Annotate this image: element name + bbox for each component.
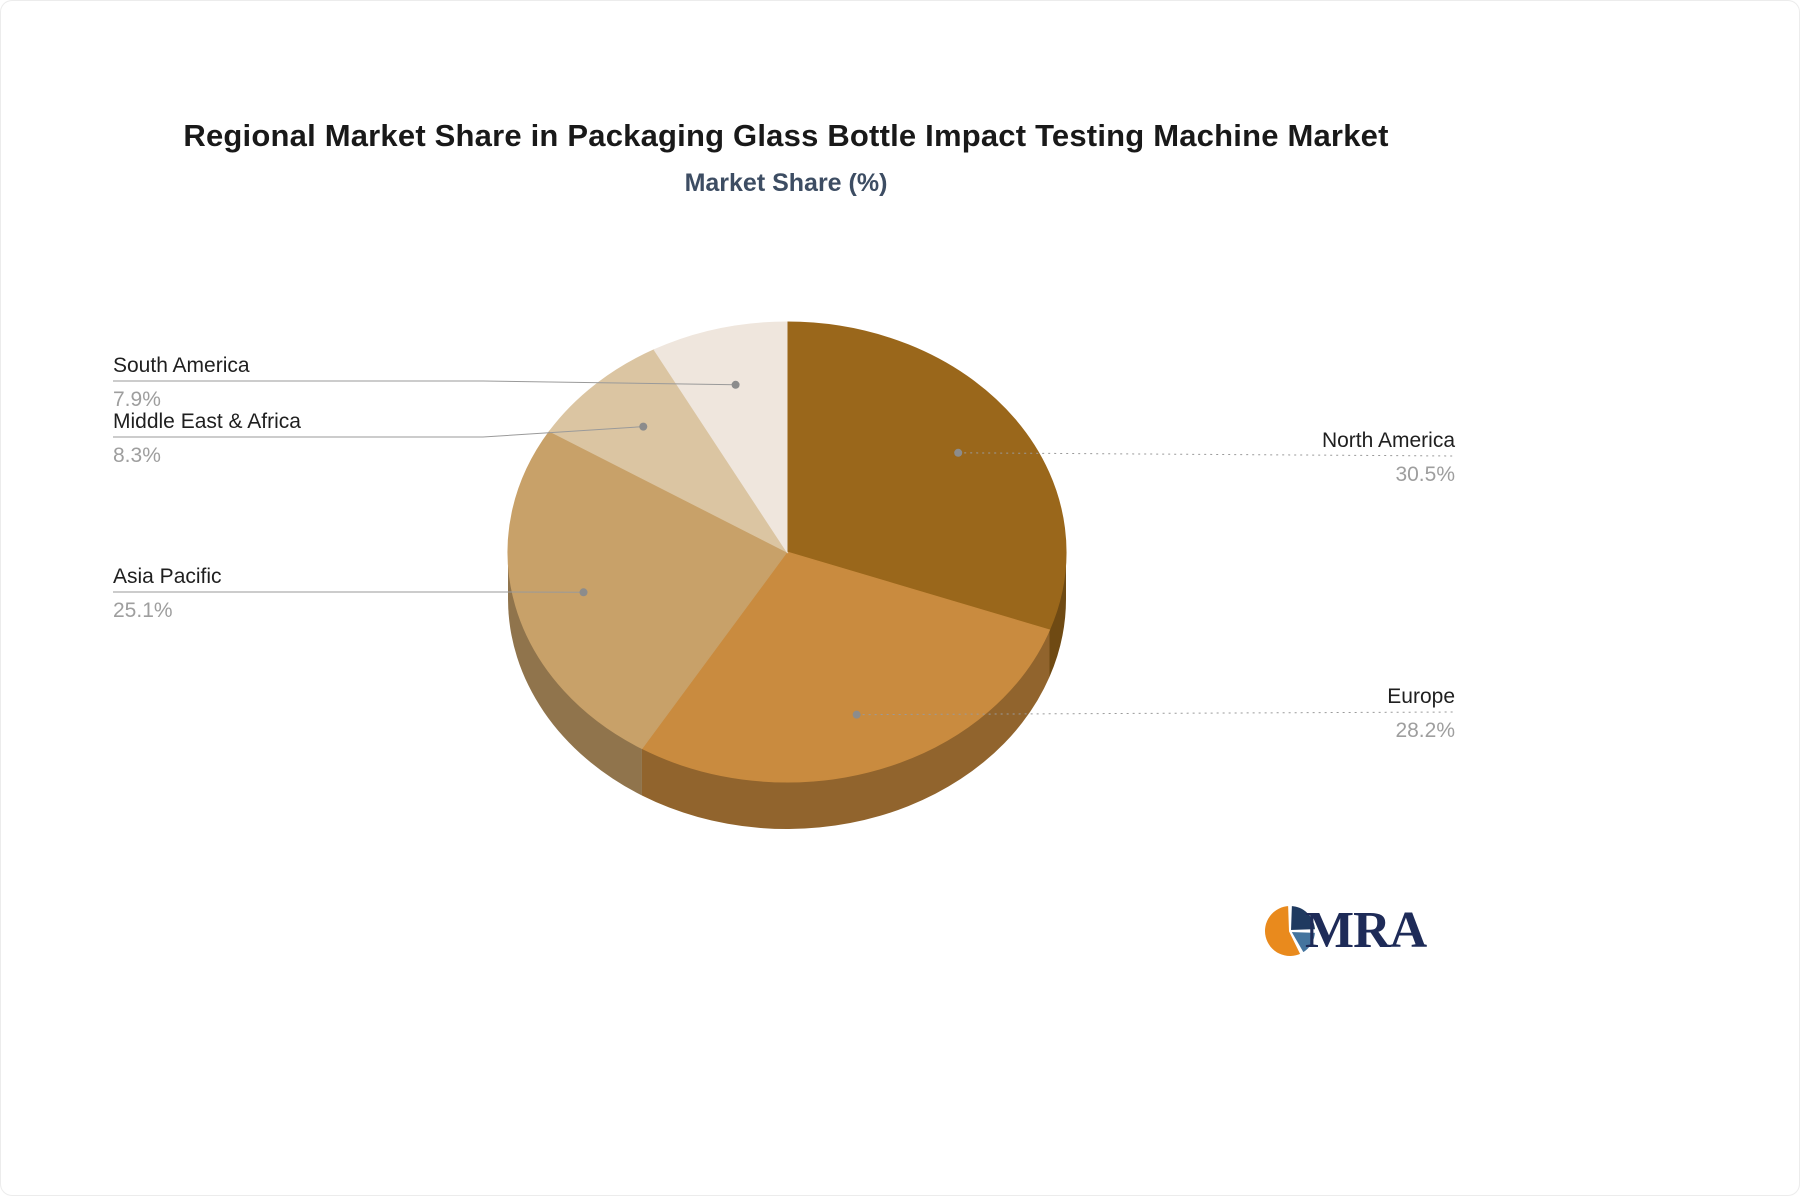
slice-label-north-america: North America 30.5% <box>1322 428 1455 488</box>
slice-name: South America <box>113 354 250 377</box>
logo-wedge-navy <box>1288 903 1318 933</box>
slice-percent: 7.9% <box>113 388 161 411</box>
label-connector-north-america <box>958 452 1456 457</box>
connector-dot-north-america <box>954 448 963 457</box>
brand-logo-text: MRA <box>1305 902 1427 959</box>
pie-slice-side-asia-pacific <box>508 552 642 796</box>
slice-name: North America <box>1321 429 1455 452</box>
slice-percent: 25.1% <box>113 599 173 622</box>
slice-percent: 30.5% <box>1395 463 1455 486</box>
connector-dot-middle-east-africa <box>639 422 648 431</box>
slice-label-asia-pacific: Asia Pacific 25.1% <box>113 564 222 624</box>
chart-subtitle: Market Share (%) <box>684 169 888 197</box>
connector-dot-south-america <box>731 380 740 389</box>
slice-percent: 8.3% <box>113 444 161 467</box>
slice-label-europe: Europe 28.2% <box>1387 684 1455 744</box>
pie-slice-side-europe <box>641 629 1050 830</box>
chart-title: Regional Market Share in Packaging Glass… <box>183 118 1389 153</box>
slice-name: Europe <box>1387 685 1455 708</box>
slice-name: Middle East & Africa <box>113 410 301 433</box>
label-connector-middle-east-africa <box>113 426 644 438</box>
label-connector-south-america <box>113 380 736 386</box>
logo-wedge-orange <box>1263 903 1303 958</box>
slice-percent: 28.2% <box>1395 719 1455 742</box>
pie-slice-north-america <box>786 321 1067 631</box>
label-connector-europe <box>856 711 1456 716</box>
brand-logo: MRA <box>1262 902 1427 959</box>
pie-slice-middle-east-africa <box>548 349 789 554</box>
logo-wedge-blue <box>1288 929 1318 955</box>
connector-dot-asia-pacific <box>579 588 588 597</box>
pie-slice-side-north-america <box>1049 552 1066 677</box>
pie-logo-icon <box>1263 903 1318 958</box>
pie-slice-south-america <box>653 321 788 554</box>
pie-slice-europe <box>641 551 1051 783</box>
slice-name: Asia Pacific <box>113 565 222 588</box>
pie-slice-asia-pacific <box>507 430 788 750</box>
connector-dot-europe <box>852 710 861 719</box>
slice-label-south-america: South America 7.9% <box>113 353 250 413</box>
slice-label-middle-east-africa: Middle East & Africa 8.3% <box>113 409 301 469</box>
